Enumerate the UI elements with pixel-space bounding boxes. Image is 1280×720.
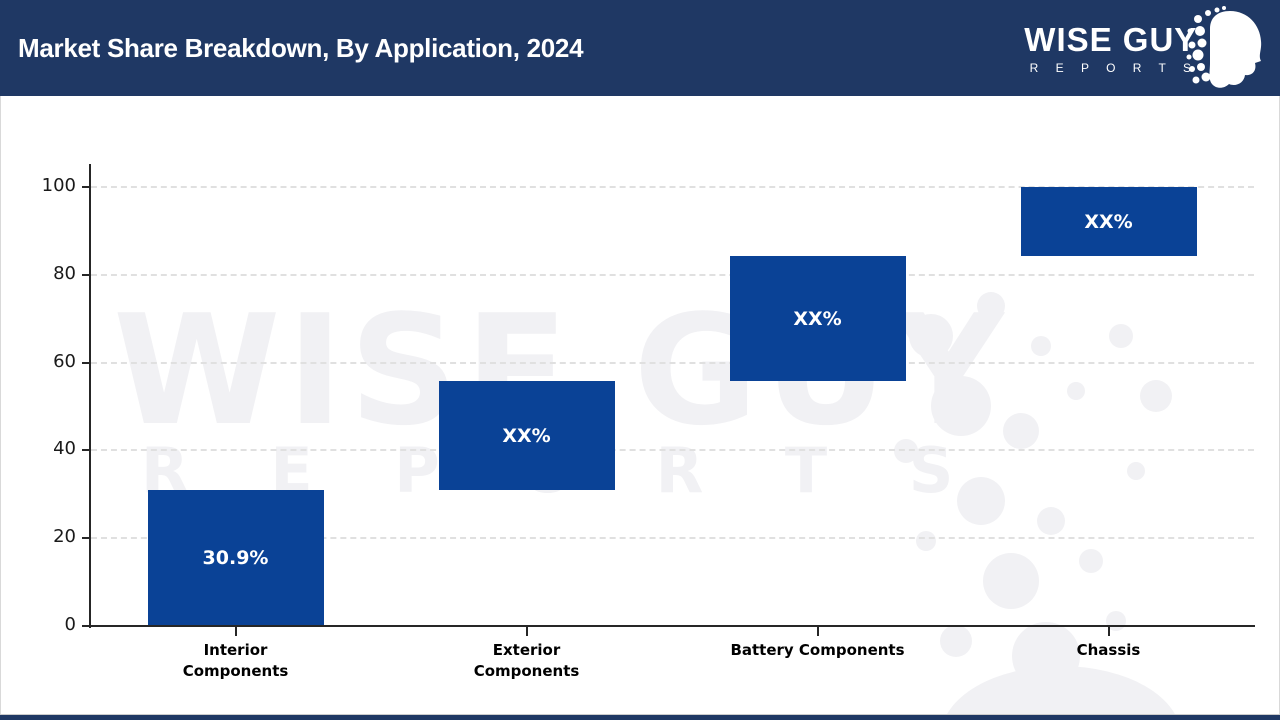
y-tick-0 bbox=[82, 625, 90, 627]
page-title: Market Share Breakdown, By Application, … bbox=[18, 32, 584, 63]
y-tick-20 bbox=[82, 537, 90, 540]
y-axis bbox=[89, 164, 91, 628]
logo-wordmark: WISE GUY bbox=[1024, 21, 1198, 58]
category-label-line: Components bbox=[182, 662, 289, 680]
gridline-40 bbox=[91, 449, 1254, 452]
gridline-20 bbox=[91, 537, 1254, 540]
category-label-line: Components bbox=[473, 662, 580, 680]
category-label-battery-components: Battery Components bbox=[688, 640, 948, 661]
y-tick-label-80: 80 bbox=[53, 262, 76, 284]
bar-value-label-exterior-components: XX% bbox=[502, 424, 551, 447]
y-tick-label-20: 20 bbox=[53, 526, 76, 548]
footer-divider bbox=[0, 714, 1280, 715]
bar-value-label-battery-components: XX% bbox=[793, 307, 842, 330]
x-axis bbox=[89, 625, 1255, 627]
bar-chassis: XX% bbox=[1020, 187, 1197, 257]
dotted-face-profile-icon bbox=[1186, 6, 1262, 88]
bar-exterior-components: XX% bbox=[438, 381, 615, 491]
bar-interior-components: 30.9% bbox=[147, 490, 324, 626]
y-tick-label-40: 40 bbox=[53, 438, 76, 460]
logo-subtext: R E P O R T S bbox=[1029, 61, 1198, 75]
gridline-60 bbox=[91, 361, 1254, 364]
y-tick-label-100: 100 bbox=[41, 175, 76, 196]
header-bar: Market Share Breakdown, By Application, … bbox=[0, 0, 1280, 96]
footer-bar bbox=[0, 715, 1280, 720]
category-label-exterior-components: Exterior Components bbox=[397, 640, 657, 682]
category-label-line: Exterior bbox=[492, 641, 561, 659]
x-tick-battery-components bbox=[816, 627, 819, 636]
category-label-chassis: Chassis bbox=[979, 640, 1239, 661]
chart-area: WISE GUY R E P O R T S 02040608010030.9%… bbox=[0, 96, 1280, 720]
gridline-80 bbox=[91, 273, 1254, 276]
y-tick-label-0: 0 bbox=[64, 614, 76, 635]
bar-value-label-interior-components: 30.9% bbox=[202, 547, 269, 570]
gridline-100 bbox=[91, 186, 1254, 188]
category-label-line: Interior bbox=[203, 641, 268, 659]
category-label-interior-components: Interior Components bbox=[106, 640, 366, 682]
x-tick-exterior-components bbox=[525, 627, 528, 636]
y-tick-40 bbox=[82, 449, 90, 452]
bar-battery-components: XX% bbox=[729, 256, 906, 382]
y-tick-60 bbox=[82, 361, 90, 364]
wise-guy-logo: WISE GUY R E P O R T S bbox=[1024, 5, 1280, 91]
bar-value-label-chassis: XX% bbox=[1084, 210, 1133, 233]
y-tick-label-60: 60 bbox=[53, 350, 76, 372]
watermark-dots-face-icon bbox=[894, 292, 1178, 720]
y-tick-100 bbox=[82, 186, 90, 188]
x-tick-interior-components bbox=[234, 627, 237, 636]
y-tick-80 bbox=[82, 273, 90, 276]
logo-text: WISE GUY R E P O R T S bbox=[1024, 21, 1198, 75]
category-label-line: Battery Components bbox=[730, 641, 905, 659]
category-label-line: Chassis bbox=[1076, 641, 1141, 659]
x-tick-chassis bbox=[1107, 627, 1110, 636]
